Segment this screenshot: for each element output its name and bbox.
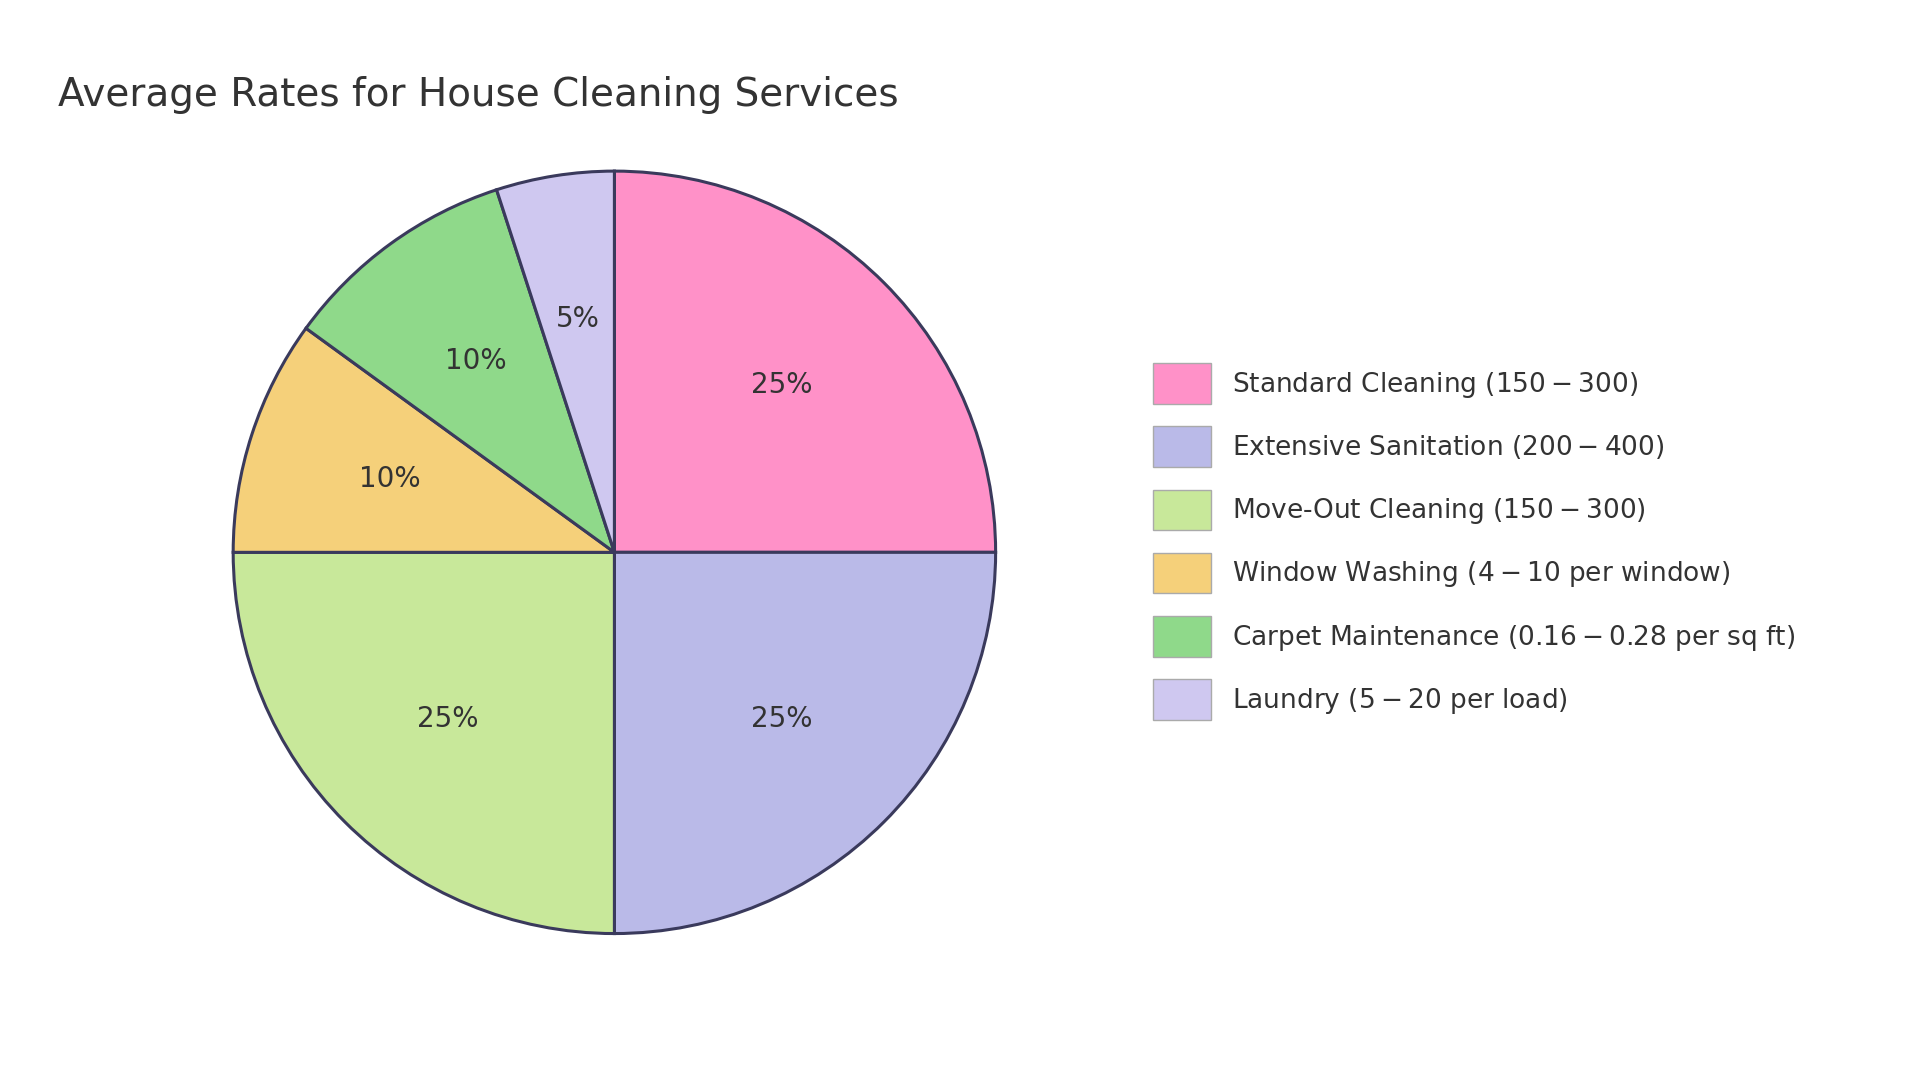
Wedge shape [497,171,614,552]
Legend: Standard Cleaning ($150-$300), Extensive Sanitation ($200-$400), Move-Out Cleani: Standard Cleaning ($150-$300), Extensive… [1127,337,1822,746]
Wedge shape [614,171,996,552]
Wedge shape [232,328,614,552]
Text: 5%: 5% [555,305,599,332]
Wedge shape [614,552,996,934]
Text: 25%: 25% [751,371,812,400]
Text: 10%: 10% [445,348,507,375]
Text: 10%: 10% [359,466,420,493]
Wedge shape [305,190,614,552]
Text: 25%: 25% [751,705,812,733]
Text: 25%: 25% [417,705,478,733]
Wedge shape [232,552,614,934]
Text: Average Rates for House Cleaning Services: Average Rates for House Cleaning Service… [58,76,899,114]
